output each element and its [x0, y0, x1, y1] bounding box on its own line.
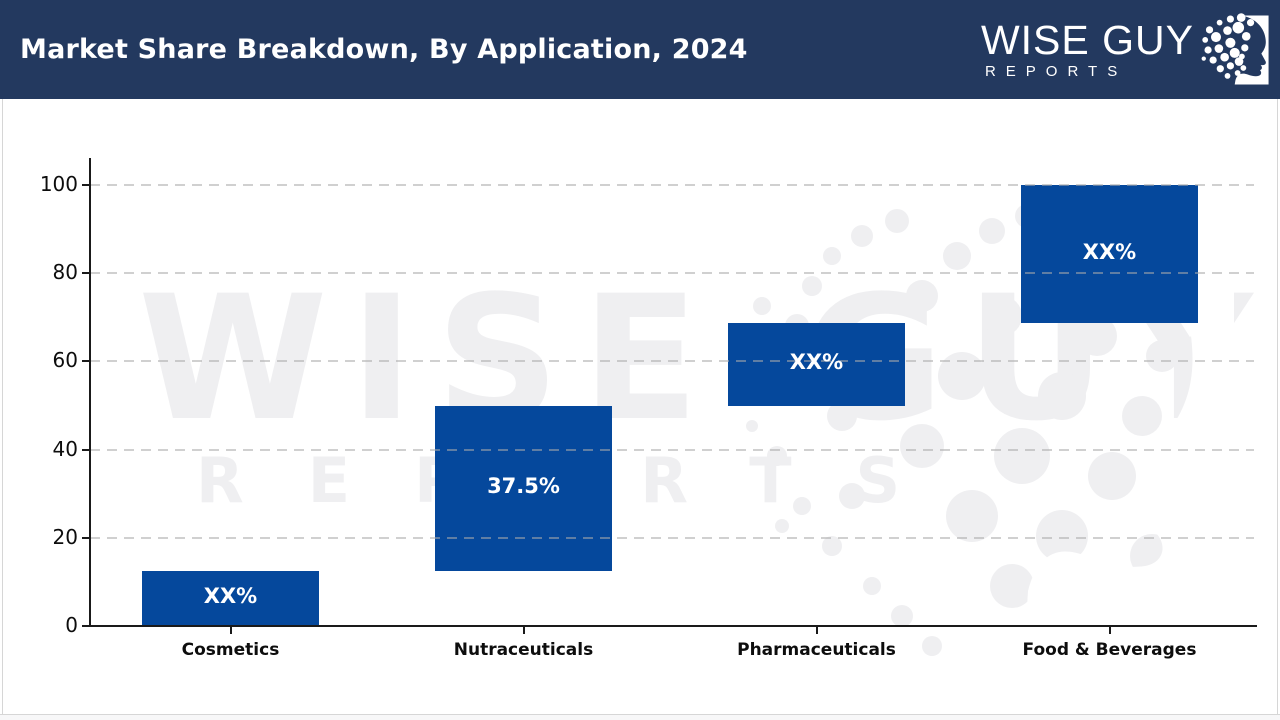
logo-wordmark-sub: REPORTS	[984, 63, 1128, 81]
x-axis-spine	[88, 625, 1257, 627]
frame-margin-bottom	[0, 715, 1280, 720]
logo-wordmark-main: WISE GUY	[980, 16, 1194, 63]
x-tick-1	[522, 627, 525, 634]
y-axis-spine	[89, 158, 91, 627]
bar-value-label: XX%	[1082, 239, 1137, 264]
logo-wordmark: WISE GUY REPORTS	[980, 16, 1194, 81]
y-tick-label-60: 60	[52, 348, 78, 373]
y-tick-100	[82, 184, 90, 186]
y-tick-60	[82, 360, 90, 363]
bar-value-label: 37.5%	[487, 474, 560, 499]
x-category-label: Cosmetics	[181, 640, 280, 660]
page-title: Market Share Breakdown, By Application, …	[20, 34, 748, 65]
x-tick-3	[1108, 627, 1111, 634]
brand-logo: WISE GUY REPORTS	[981, 8, 1280, 92]
gridline-80	[90, 272, 1254, 275]
bar-cosmetics	[142, 570, 319, 626]
y-tick-label-20: 20	[52, 524, 78, 549]
bar-food-beverages	[1021, 185, 1198, 323]
frame-border-bottom	[0, 714, 1280, 715]
gridline-20	[90, 536, 1254, 539]
gridline-40	[90, 448, 1254, 451]
header-bar: Market Share Breakdown, By Application, …	[0, 0, 1280, 99]
frame-border-left	[2, 99, 3, 714]
bar-value-label: XX%	[789, 350, 844, 375]
logo-face-icon	[1201, 12, 1269, 85]
bar-nutraceuticals	[435, 405, 612, 571]
gridline-60	[90, 360, 1254, 363]
x-category-label: Pharmaceuticals	[737, 640, 896, 660]
watermark-face-icon	[735, 196, 1234, 688]
x-tick-0	[229, 627, 232, 634]
y-tick-20	[82, 536, 90, 539]
frame-border-right	[1277, 99, 1278, 714]
bar-pharmaceuticals	[728, 322, 905, 406]
y-tick-label-80: 80	[52, 260, 78, 285]
x-category-label: Nutraceuticals	[453, 640, 594, 660]
y-tick-label-40: 40	[52, 436, 78, 461]
y-tick-40	[82, 448, 90, 451]
gridline-100	[90, 184, 1254, 186]
bar-value-label: XX%	[203, 584, 258, 609]
y-tick-80	[82, 272, 90, 275]
y-tick-label-100: 100	[39, 172, 78, 196]
y-tick-0	[82, 625, 90, 627]
y-tick-label-0: 0	[65, 613, 78, 637]
x-tick-2	[815, 627, 818, 634]
x-category-label: Food & Beverages	[1022, 640, 1197, 660]
